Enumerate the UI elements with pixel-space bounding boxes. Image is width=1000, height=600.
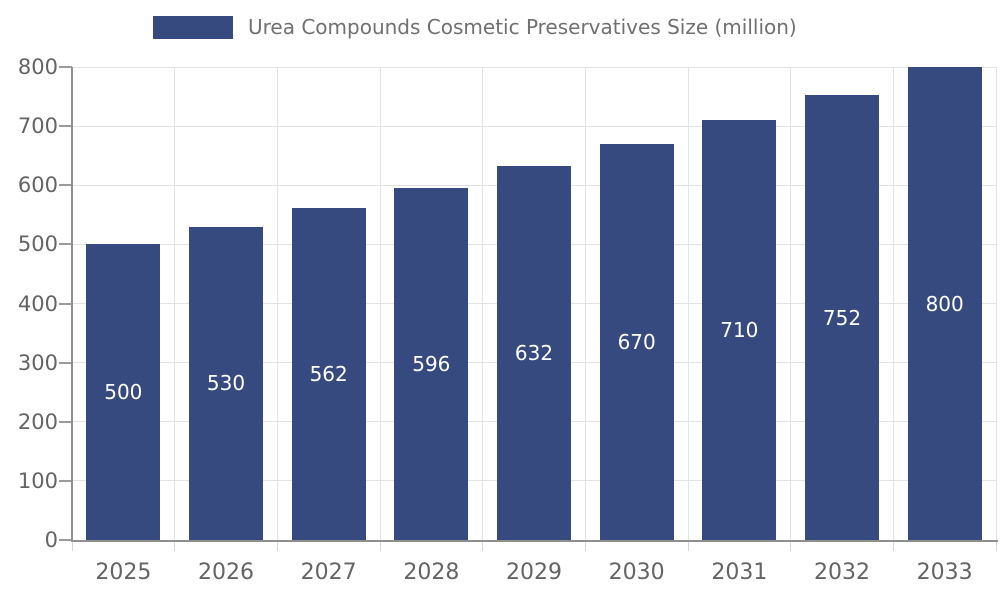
y-tick-label: 0 [44,528,58,552]
bar-value-label: 710 [720,318,759,343]
x-gridline [276,67,278,540]
bar [702,120,777,540]
bar-value-label: 530 [206,371,246,396]
y-tick-label: 100 [17,468,58,493]
y-tick-label: 600 [17,173,58,198]
y-tick-label: 400 [17,291,58,316]
x-gridline [482,67,484,540]
bar [86,244,161,540]
y-axis-tick [59,125,72,128]
x-axis-line [71,539,998,542]
legend-label: Urea Compounds Cosmetic Preservatives Si… [248,15,797,39]
y-axis-tick [59,243,72,246]
chart-legend: Urea Compounds Cosmetic Preservatives Si… [153,16,797,39]
y-axis-tick [59,302,72,305]
bar [497,166,571,540]
bar [599,143,674,540]
x-gridline [790,67,792,540]
x-axis-tick [71,540,73,551]
x-tick-label: 2030 [608,560,665,585]
x-tick-label: 2026 [197,560,254,585]
bar [291,207,366,540]
y-tick-label: 500 [17,232,58,257]
x-tick-label: 2027 [300,560,357,585]
x-tick-label: 2029 [505,560,562,585]
x-axis-tick [379,540,381,551]
y-axis-tick [59,66,72,68]
y-axis-tick [59,539,72,541]
x-gridline [379,67,381,540]
x-gridline [584,67,586,540]
y-axis-tick [59,420,72,423]
x-axis-tick [687,540,689,551]
legend-swatch [153,16,233,39]
bar [189,226,263,540]
bar-value-label: 632 [514,341,554,366]
bar-value-label: 670 [617,329,656,354]
x-gridline [892,67,894,540]
bar [907,67,982,540]
y-tick-label: 200 [17,409,58,434]
x-axis-tick [790,540,792,551]
bar-value-label: 500 [104,380,143,405]
bar [805,95,879,540]
bar-value-label: 596 [412,351,451,376]
y-gridline [72,125,996,127]
x-axis-tick [584,540,586,551]
y-tick-label: 300 [17,350,58,375]
y-axis-tick [59,361,72,364]
x-axis-tick [995,540,997,551]
x-axis-tick [482,540,484,551]
y-axis-tick [59,479,72,482]
x-gridline [687,67,689,540]
bar [394,187,469,540]
bar-value-label: 800 [925,291,964,316]
x-tick-label: 2031 [711,560,768,585]
y-gridline [72,66,996,68]
y-tick-label: 800 [17,55,58,79]
y-axis-tick [59,184,72,187]
x-axis-tick [892,540,894,551]
y-axis-line [71,67,73,541]
x-tick-label: 2032 [813,560,870,585]
x-gridline [174,67,176,540]
bar-value-label: 752 [822,305,862,330]
x-axis-tick [174,540,176,551]
x-axis-tick [276,540,278,551]
x-tick-label: 2028 [403,560,460,585]
bar-value-label: 562 [309,361,348,386]
x-tick-label: 2025 [95,560,152,585]
x-tick-label: 2033 [916,560,973,585]
y-tick-label: 700 [17,114,58,139]
x-gridline [995,67,997,540]
